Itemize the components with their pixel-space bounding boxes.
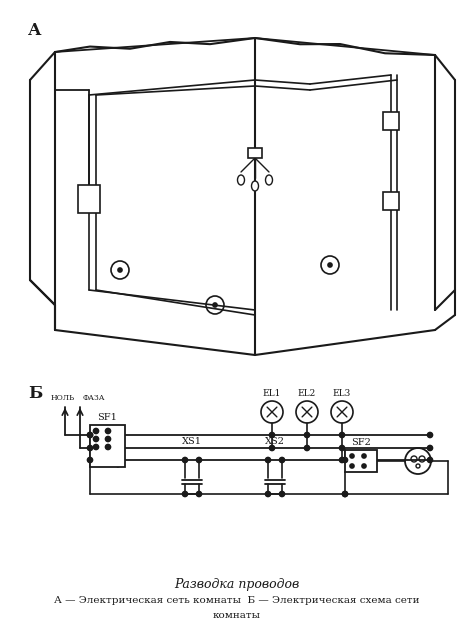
Circle shape	[213, 303, 217, 307]
Circle shape	[265, 458, 271, 462]
Text: НОЛЬ: НОЛЬ	[51, 394, 75, 402]
Text: А: А	[28, 22, 42, 39]
Circle shape	[182, 491, 188, 496]
Circle shape	[328, 263, 332, 267]
Circle shape	[339, 432, 345, 437]
Bar	[383, 192, 399, 210]
Circle shape	[88, 446, 92, 451]
Circle shape	[265, 491, 271, 496]
Text: комнаты: комнаты	[213, 611, 261, 620]
Bar	[383, 112, 399, 130]
Circle shape	[88, 458, 92, 462]
Text: XS1: XS1	[182, 437, 202, 446]
Circle shape	[197, 458, 201, 462]
Circle shape	[270, 432, 274, 437]
Circle shape	[106, 444, 110, 449]
Circle shape	[362, 454, 366, 458]
Circle shape	[304, 432, 310, 437]
Circle shape	[350, 464, 354, 468]
Circle shape	[350, 454, 354, 458]
Text: SF1: SF1	[98, 413, 118, 422]
Text: EL3: EL3	[333, 389, 351, 398]
Bar	[345, 450, 377, 472]
Circle shape	[197, 491, 201, 496]
Circle shape	[118, 268, 122, 272]
Text: SF2: SF2	[351, 438, 371, 447]
Circle shape	[304, 446, 310, 451]
Ellipse shape	[265, 175, 273, 185]
Circle shape	[343, 458, 347, 462]
Circle shape	[270, 446, 274, 451]
Circle shape	[106, 429, 110, 434]
Circle shape	[343, 491, 347, 496]
Ellipse shape	[237, 175, 245, 185]
Text: Разводка проводов: Разводка проводов	[174, 578, 300, 591]
Circle shape	[428, 432, 432, 437]
Bar	[78, 185, 100, 213]
Text: XS2: XS2	[265, 437, 285, 446]
Circle shape	[280, 458, 284, 462]
Ellipse shape	[252, 181, 258, 191]
Circle shape	[93, 436, 99, 441]
Circle shape	[280, 491, 284, 496]
Circle shape	[362, 464, 366, 468]
Circle shape	[88, 432, 92, 437]
Text: Б: Б	[28, 385, 42, 402]
Bar	[248, 148, 262, 158]
Circle shape	[182, 458, 188, 462]
Circle shape	[106, 436, 110, 441]
Circle shape	[339, 458, 345, 462]
Text: А — Электрическая сеть комнаты  Б — Электрическая схема сети: А — Электрическая сеть комнаты Б — Элект…	[54, 596, 420, 605]
Circle shape	[93, 444, 99, 449]
Circle shape	[339, 446, 345, 451]
Bar	[90, 425, 125, 467]
Circle shape	[343, 491, 347, 496]
Circle shape	[88, 432, 92, 437]
Circle shape	[428, 446, 432, 451]
Circle shape	[428, 458, 432, 462]
Text: EL1: EL1	[263, 389, 281, 398]
Text: EL2: EL2	[298, 389, 316, 398]
Text: ФАЗА: ФАЗА	[83, 394, 106, 402]
Circle shape	[93, 429, 99, 434]
